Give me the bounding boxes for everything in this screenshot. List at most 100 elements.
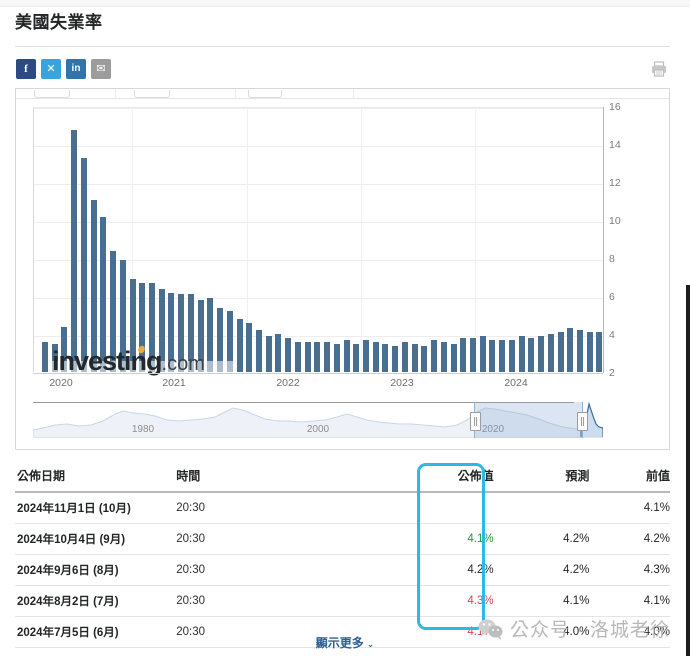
- cell-release-date: 2024年11月1日 (10月): [15, 492, 177, 524]
- y-tick-8: 8: [609, 253, 615, 265]
- cell-actual: 4.0%: [407, 647, 494, 656]
- bar: [460, 337, 467, 372]
- bar: [382, 343, 389, 372]
- cell-previous: 4.0%: [589, 616, 670, 648]
- x-tick-2023: 2023: [390, 377, 414, 389]
- cell-actual: [407, 492, 494, 524]
- toolbar-chip-1[interactable]: [34, 90, 70, 98]
- bar: [450, 343, 457, 372]
- toolbar-cell-3[interactable]: [236, 89, 354, 99]
- table-row[interactable]: 2024年6月7日 (5月)20:304.0%3.9%3.9%: [15, 647, 670, 656]
- bar: [431, 339, 438, 372]
- navigator-label-1980: 1980: [131, 424, 155, 435]
- bar: [508, 339, 515, 372]
- bar: [61, 326, 68, 372]
- cell-forecast: 4.2%: [493, 523, 590, 555]
- bar: [528, 337, 535, 372]
- y-tick-14: 14: [609, 139, 621, 151]
- bar: [314, 341, 321, 372]
- bar: [285, 337, 292, 372]
- bar: [217, 307, 224, 372]
- cell-forecast: 4.0%: [493, 616, 590, 648]
- header-previous: 前值: [589, 462, 670, 493]
- x-share-icon[interactable]: ✕: [41, 59, 61, 79]
- bar: [362, 339, 369, 372]
- toolbar-cell-2[interactable]: [116, 89, 236, 99]
- bar: [576, 330, 583, 372]
- bar: [372, 341, 379, 372]
- bar: [246, 322, 253, 372]
- navigator-handle-right[interactable]: [577, 412, 588, 431]
- bar: [139, 283, 146, 372]
- bar: [197, 300, 204, 372]
- vgridline-2021: [132, 108, 133, 372]
- cell-release-date: 2024年6月7日 (5月): [15, 647, 177, 656]
- chart-toolbar-clipped[interactable]: [16, 89, 669, 99]
- bar: [168, 292, 175, 372]
- cell-previous: 4.1%: [589, 492, 670, 524]
- y-tick-16: 16: [609, 101, 621, 113]
- bar: [469, 337, 476, 372]
- bar: [275, 334, 282, 372]
- bar: [596, 332, 603, 372]
- print-icon[interactable]: [650, 60, 668, 78]
- cell-actual: 4.2%: [407, 554, 494, 586]
- bar: [479, 336, 486, 372]
- table-row[interactable]: 2024年8月2日 (7月) 20:30 4.3% 4.1% 4.1%: [15, 585, 670, 617]
- navigator-selected-window[interactable]: [474, 402, 583, 438]
- share-button-row: f ✕ in ✉: [16, 59, 111, 79]
- gridline-8: [34, 260, 603, 261]
- cell-time: 20:30: [176, 523, 408, 555]
- vgridline-2022: [247, 108, 248, 372]
- x-axis-line: [33, 373, 603, 374]
- navigator-handle-left[interactable]: [470, 412, 481, 431]
- bar: [226, 311, 233, 372]
- table-row[interactable]: 2024年10月4日 (9月) 20:30 4.1% 4.2% 4.2%: [15, 523, 670, 555]
- toolbar-chip-3[interactable]: [248, 90, 282, 98]
- facebook-share-icon[interactable]: f: [16, 59, 36, 79]
- table-row[interactable]: 2024年7月5日 (6月) 20:30 4.1% 4.0% 4.0%: [15, 616, 670, 648]
- header-time: 時間: [176, 462, 408, 493]
- bar: [265, 336, 272, 372]
- show-more-button[interactable]: 顯示更多 ⌄: [0, 634, 690, 651]
- table-row[interactable]: 2024年11月1日 (10月) 20:30 4.1%: [15, 492, 670, 524]
- bar: [42, 341, 48, 372]
- toolbar-cell-1[interactable]: [16, 89, 116, 99]
- cell-forecast: 3.9%: [493, 647, 590, 656]
- cell-previous: 3.9%: [589, 647, 670, 656]
- bar: [567, 328, 574, 372]
- cell-actual: 4.1%: [407, 523, 494, 555]
- cell-release-date: 2024年9月6日 (8月): [15, 554, 177, 586]
- bar: [148, 283, 155, 372]
- bar: [518, 336, 525, 372]
- browser-top-strip: [0, 0, 690, 7]
- gridline-10: [34, 222, 603, 223]
- bar: [129, 279, 136, 372]
- header-release-date: 公佈日期: [15, 462, 177, 493]
- cell-previous: 4.3%: [589, 554, 670, 586]
- toolbar-chip-2[interactable]: [134, 90, 170, 98]
- email-share-icon[interactable]: ✉: [91, 59, 111, 79]
- bar: [236, 319, 243, 372]
- cell-previous: 4.2%: [589, 523, 670, 555]
- gridline-6: [34, 298, 603, 299]
- bar: [158, 288, 165, 372]
- bar: [547, 334, 554, 372]
- linkedin-share-icon[interactable]: in: [66, 59, 86, 79]
- cell-release-date: 2024年10月4日 (9月): [15, 523, 177, 555]
- x-tick-2022: 2022: [276, 377, 300, 389]
- y-tick-10: 10: [609, 215, 621, 227]
- page-scrollbar[interactable]: [686, 285, 690, 656]
- cell-time: 20:30: [176, 492, 408, 524]
- page-title: 美國失業率: [15, 13, 103, 32]
- bar: [80, 158, 87, 372]
- bar: [489, 339, 496, 372]
- vgridline-2023: [361, 108, 362, 372]
- chart-card: investing.com 16 14 12 10 8 6 4 2 2020 2…: [15, 88, 670, 450]
- table-row[interactable]: 2024年9月6日 (8月) 20:30 4.2% 4.2% 4.3%: [15, 554, 670, 586]
- bar: [440, 341, 447, 372]
- chart-range-navigator[interactable]: 1980 2000 2020: [33, 394, 603, 438]
- chart-plot-area[interactable]: investing.com: [33, 107, 603, 392]
- gridline-16: [34, 108, 603, 109]
